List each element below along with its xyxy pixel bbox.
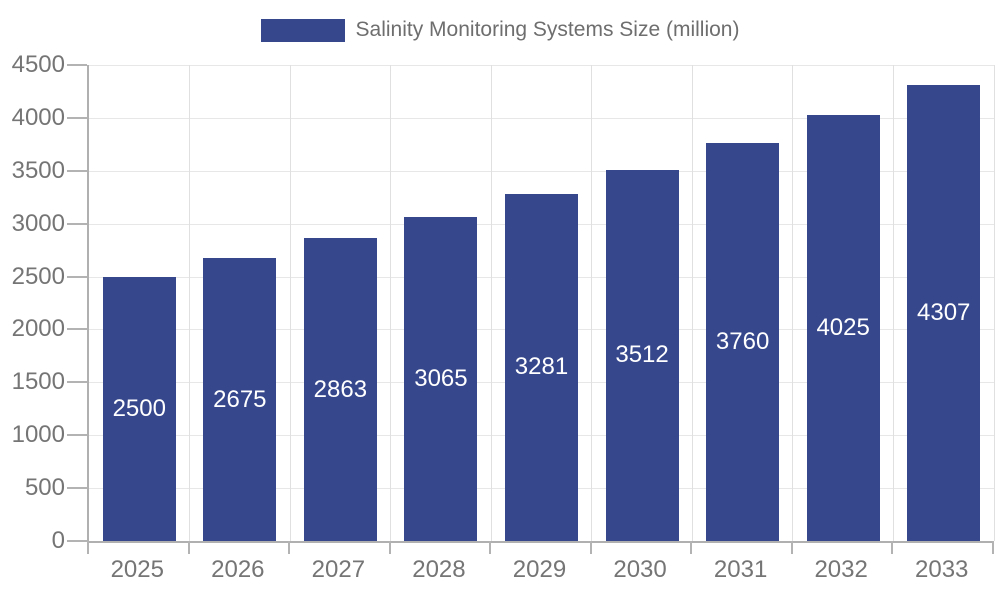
bar-value-label: 4025	[816, 314, 870, 342]
v-gridline	[591, 65, 593, 541]
legend-item[interactable]: Salinity Monitoring Systems Size (millio…	[0, 16, 1000, 44]
y-tick-label: 2000	[11, 315, 65, 343]
y-tick	[67, 487, 87, 490]
bar-2028[interactable]: 3065	[404, 216, 478, 541]
x-tick-label: 2026	[211, 556, 265, 583]
bar-2026[interactable]: 2675	[203, 258, 277, 541]
h-gridline	[89, 65, 994, 66]
bar-2033[interactable]: 4307	[907, 85, 981, 541]
y-tick-label: 1000	[11, 421, 65, 449]
y-tick-label: 1500	[11, 368, 65, 396]
plot-area: 2500 2675 2863 3065 3281 3512 3760 4025 4307	[89, 65, 995, 541]
y-tick	[67, 222, 87, 225]
v-gridline	[892, 65, 894, 541]
v-gridline	[289, 65, 291, 541]
y-tick	[67, 116, 87, 119]
v-gridline	[390, 65, 392, 541]
y-tick	[67, 64, 87, 66]
bar-value-label: 2500	[112, 394, 166, 422]
h-gridline	[89, 170, 994, 172]
x-tick-label: 2025	[110, 556, 164, 583]
x-tick	[187, 541, 190, 554]
x-tick-label: 2027	[311, 556, 366, 583]
bar-2031[interactable]: 3760	[706, 143, 780, 541]
y-tick-label: 4500	[11, 51, 65, 78]
x-tick-label: 2028	[412, 556, 466, 583]
x-tick	[288, 541, 291, 554]
x-tick-label: 2030	[613, 556, 667, 583]
y-tick	[67, 169, 87, 172]
v-gridline	[189, 65, 191, 541]
x-tick	[489, 541, 492, 554]
y-tick-label: 4000	[11, 103, 65, 131]
x-tick	[589, 541, 592, 554]
bar-value-label: 3065	[414, 364, 468, 392]
y-tick	[67, 275, 87, 278]
x-tick	[388, 541, 391, 554]
y-tick-label: 3500	[11, 156, 65, 184]
bar-value-label: 3512	[615, 341, 669, 369]
bar-2029[interactable]: 3281	[505, 193, 578, 541]
bar-value-label: 3281	[514, 353, 569, 381]
y-tick	[67, 381, 87, 384]
legend-label: Salinity Monitoring Systems Size (millio…	[355, 18, 740, 41]
bar-2030[interactable]: 3512	[605, 169, 679, 541]
x-tick	[790, 541, 793, 554]
bar-value-label: 2675	[213, 385, 267, 413]
y-tick-label: 0	[51, 527, 65, 554]
y-tick-label: 500	[24, 474, 65, 502]
bar-value-label: 3760	[715, 328, 770, 356]
y-tick	[67, 540, 87, 542]
y-tick-label: 2500	[11, 262, 65, 290]
y-tick	[67, 328, 87, 331]
y-tick-label: 3000	[11, 209, 65, 237]
v-gridline	[691, 65, 693, 541]
x-tick-label: 2029	[512, 556, 567, 583]
y-axis-line	[87, 65, 89, 543]
x-axis-line	[87, 541, 994, 543]
x-tick-label: 2031	[713, 556, 768, 583]
x-tick	[992, 541, 994, 554]
bar-2027[interactable]: 2863	[303, 238, 377, 541]
x-tick	[891, 541, 894, 554]
x-tick-label: 2033	[915, 556, 969, 583]
x-tick	[87, 541, 89, 554]
h-gridline	[89, 117, 994, 119]
bar-value-label: 2863	[313, 375, 368, 403]
v-gridline	[993, 65, 995, 541]
bar-2032[interactable]: 4025	[806, 115, 880, 541]
y-tick	[67, 434, 87, 437]
bar-value-label: 4307	[917, 299, 971, 327]
x-tick-label: 2032	[814, 556, 868, 583]
x-tick	[690, 541, 693, 554]
v-gridline	[792, 65, 794, 541]
bar-2025[interactable]: 2500	[102, 276, 176, 541]
legend-swatch-icon	[260, 18, 345, 42]
v-gridline	[490, 65, 492, 541]
